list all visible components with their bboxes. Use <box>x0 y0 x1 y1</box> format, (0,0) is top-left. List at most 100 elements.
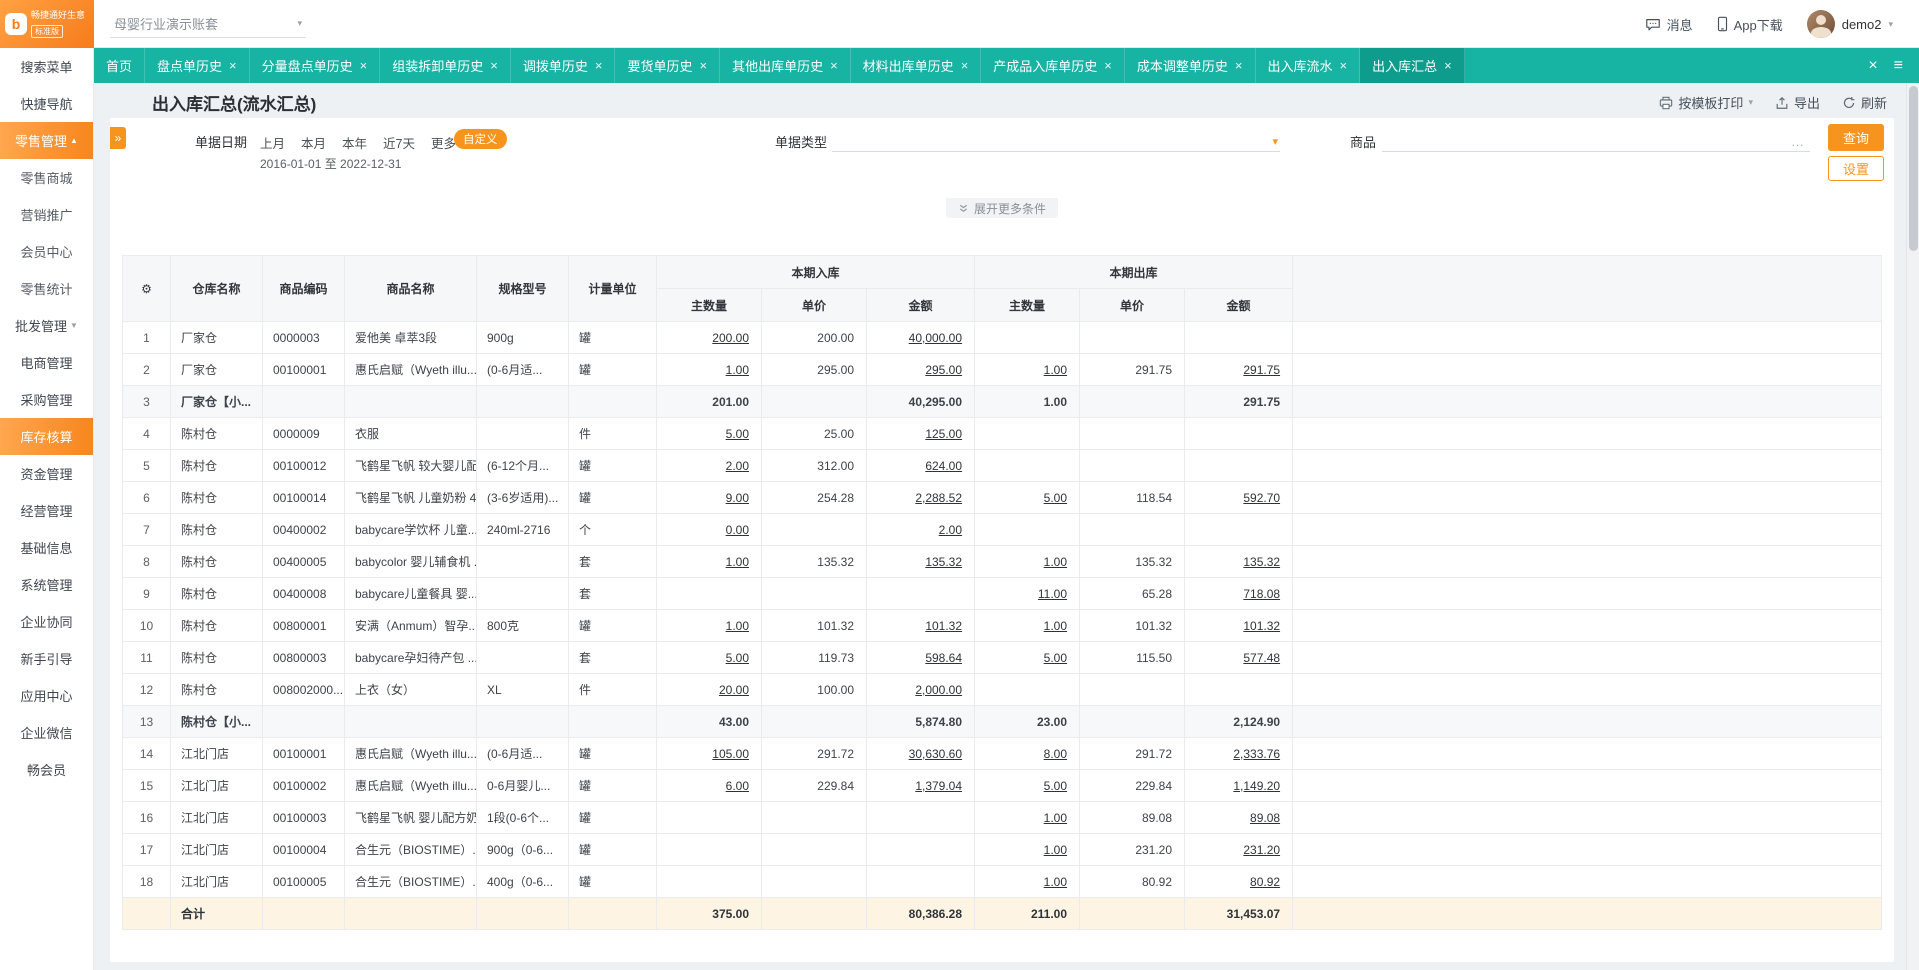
tab-产成品入库单历史[interactable]: 产成品入库单历史 × <box>981 48 1125 83</box>
cell-link[interactable]: 1.00 <box>725 554 749 569</box>
tab-close-icon[interactable]: × <box>830 58 838 73</box>
quick-link-更多[interactable]: 更多 <box>431 137 457 151</box>
cell-link[interactable]: 135.32 <box>1243 554 1281 569</box>
scrollbar-thumb[interactable] <box>1909 86 1918 251</box>
date-range-value[interactable]: 2016-01-01 至 2022-12-31 <box>260 157 402 171</box>
cell-link[interactable]: 1.00 <box>725 362 749 377</box>
custom-range-badge[interactable]: 自定义 <box>454 129 507 149</box>
cell-link[interactable]: 2,288.52 <box>915 490 963 505</box>
sidebar-item-经营管理[interactable]: 经营管理 <box>0 492 93 529</box>
cell-link[interactable]: 2,333.76 <box>1233 746 1281 761</box>
quick-link-上月[interactable]: 上月 <box>260 137 286 151</box>
sidebar-item-企业协同[interactable]: 企业协同 <box>0 603 93 640</box>
sidebar-item-会员中心[interactable]: 会员中心 <box>0 233 93 270</box>
doc-type-select[interactable]: ▾ <box>832 126 1280 152</box>
cell-link[interactable]: 624.00 <box>925 458 963 473</box>
cell-link[interactable]: 11.00 <box>1037 586 1068 601</box>
cell-link[interactable]: 598.64 <box>925 650 963 665</box>
column-settings-gear-icon[interactable]: ⚙ <box>122 255 171 322</box>
cell-link[interactable]: 6.00 <box>725 778 749 793</box>
tab-close-icon[interactable]: × <box>699 58 708 73</box>
tab-成本调整单历史[interactable]: 成本调整单历史 × <box>1125 48 1256 83</box>
sidebar-item-批发管理[interactable]: 批发管理 ▼ <box>0 307 93 344</box>
quick-link-本月[interactable]: 本月 <box>301 137 327 151</box>
quick-link-本年[interactable]: 本年 <box>342 137 368 151</box>
cell-link[interactable]: 40,000.00 <box>908 330 963 345</box>
product-input[interactable]: … <box>1382 126 1810 152</box>
cell-link[interactable]: 105.00 <box>712 746 749 761</box>
sidebar-item-采购管理[interactable]: 采购管理 <box>0 381 93 418</box>
tab-close-icon[interactable]: × <box>229 58 237 73</box>
cell-link[interactable]: 5.00 <box>1043 490 1068 505</box>
tab-close-icon[interactable]: × <box>960 58 969 73</box>
query-button[interactable]: 查询 <box>1828 124 1884 151</box>
print-by-template-button[interactable]: 按模板打印 ▾ <box>1659 93 1753 112</box>
sidebar-item-新手引导[interactable]: 新手引导 <box>0 640 93 677</box>
sidebar-item-营销推广[interactable]: 营销推广 <box>0 196 93 233</box>
cell-link[interactable]: 2.00 <box>725 458 749 473</box>
tab-list-menu-icon[interactable]: ≡ <box>1893 56 1903 74</box>
settings-button[interactable]: 设置 <box>1828 156 1884 181</box>
close-all-tabs-icon[interactable]: × <box>1868 56 1878 74</box>
tab-首页[interactable]: 首页 <box>94 48 146 83</box>
cell-link[interactable]: 9.00 <box>725 490 749 505</box>
cell-link[interactable]: 101.32 <box>1243 618 1281 633</box>
collapse-filter-button[interactable]: » <box>110 127 126 149</box>
tab-调拨单历史[interactable]: 调拨单历史 × <box>511 48 616 83</box>
sidebar-item-畅会员[interactable]: 畅会员 <box>0 751 93 788</box>
tab-出入库汇总[interactable]: 出入库汇总 × <box>1360 48 1465 83</box>
tab-分量盘点单历史[interactable]: 分量盘点单历史 × <box>250 48 381 83</box>
sidebar-item-快捷导航[interactable]: 快捷导航 <box>0 85 93 122</box>
tab-close-icon[interactable]: × <box>359 58 368 73</box>
cell-link[interactable]: 8.00 <box>1043 746 1068 761</box>
cell-link[interactable]: 5.00 <box>725 426 749 441</box>
cell-link[interactable]: 5.00 <box>1043 778 1068 793</box>
cell-link[interactable]: 1.00 <box>1043 618 1068 633</box>
cell-link[interactable]: 577.48 <box>1243 650 1281 665</box>
sidebar-item-零售管理[interactable]: 零售管理 ▲ <box>0 122 93 159</box>
cell-link[interactable]: 1.00 <box>1043 842 1068 857</box>
cell-link[interactable]: 231.20 <box>1243 842 1281 857</box>
sidebar-item-应用中心[interactable]: 应用中心 <box>0 677 93 714</box>
cell-link[interactable]: 80.92 <box>1250 874 1281 889</box>
cell-link[interactable]: 1.00 <box>725 618 749 633</box>
cell-link[interactable]: 20.00 <box>718 682 749 697</box>
refresh-button[interactable]: 刷新 <box>1842 93 1887 112</box>
cell-link[interactable]: 2,000.00 <box>915 682 963 697</box>
sidebar-item-搜索菜单[interactable]: 搜索菜单 <box>0 48 93 85</box>
cell-link[interactable]: 30,630.60 <box>908 746 963 761</box>
sidebar-item-企业微信[interactable]: 企业微信 <box>0 714 93 751</box>
tab-材料出库单历史[interactable]: 材料出库单历史 × <box>851 48 982 83</box>
cell-link[interactable]: 101.32 <box>925 618 963 633</box>
user-menu[interactable]: demo2 ▾ <box>1806 10 1893 38</box>
cell-link[interactable]: 1.00 <box>1043 810 1068 825</box>
cell-link[interactable]: 1.00 <box>1043 362 1068 377</box>
sidebar-item-电商管理[interactable]: 电商管理 <box>0 344 93 381</box>
cell-link[interactable]: 1,379.04 <box>915 778 963 793</box>
tab-其他出库单历史[interactable]: 其他出库单历史 × <box>720 48 851 83</box>
cell-link[interactable]: 125.00 <box>925 426 963 441</box>
tab-要货单历史[interactable]: 要货单历史 × <box>615 48 721 83</box>
tab-close-icon[interactable]: × <box>490 58 498 73</box>
tab-组装拆卸单历史[interactable]: 组装拆卸单历史 × <box>380 48 511 83</box>
ellipsis-icon[interactable]: … <box>1791 134 1806 149</box>
tab-close-icon[interactable]: × <box>1234 58 1243 73</box>
tab-close-icon[interactable]: × <box>1444 58 1452 73</box>
cell-link[interactable]: 89.08 <box>1250 810 1281 825</box>
sidebar-item-系统管理[interactable]: 系统管理 <box>0 566 93 603</box>
cell-link[interactable]: 1,149.20 <box>1233 778 1281 793</box>
tab-close-icon[interactable]: × <box>1339 58 1348 73</box>
export-button[interactable]: 导出 <box>1775 93 1820 112</box>
tab-出入库流水[interactable]: 出入库流水 × <box>1256 48 1361 83</box>
tab-close-icon[interactable]: × <box>1104 58 1112 73</box>
cell-link[interactable]: 291.75 <box>1243 362 1281 377</box>
cell-link[interactable]: 0.00 <box>725 522 749 537</box>
cell-link[interactable]: 5.00 <box>1043 650 1068 665</box>
app-download-button[interactable]: App下载 <box>1717 15 1783 34</box>
tab-close-icon[interactable]: × <box>594 58 603 73</box>
cell-link[interactable]: 135.32 <box>925 554 963 569</box>
sidebar-item-库存核算[interactable]: 库存核算 <box>0 418 93 455</box>
cell-link[interactable]: 5.00 <box>725 650 749 665</box>
sidebar-item-零售统计[interactable]: 零售统计 <box>0 270 93 307</box>
cell-link[interactable]: 592.70 <box>1243 490 1281 505</box>
